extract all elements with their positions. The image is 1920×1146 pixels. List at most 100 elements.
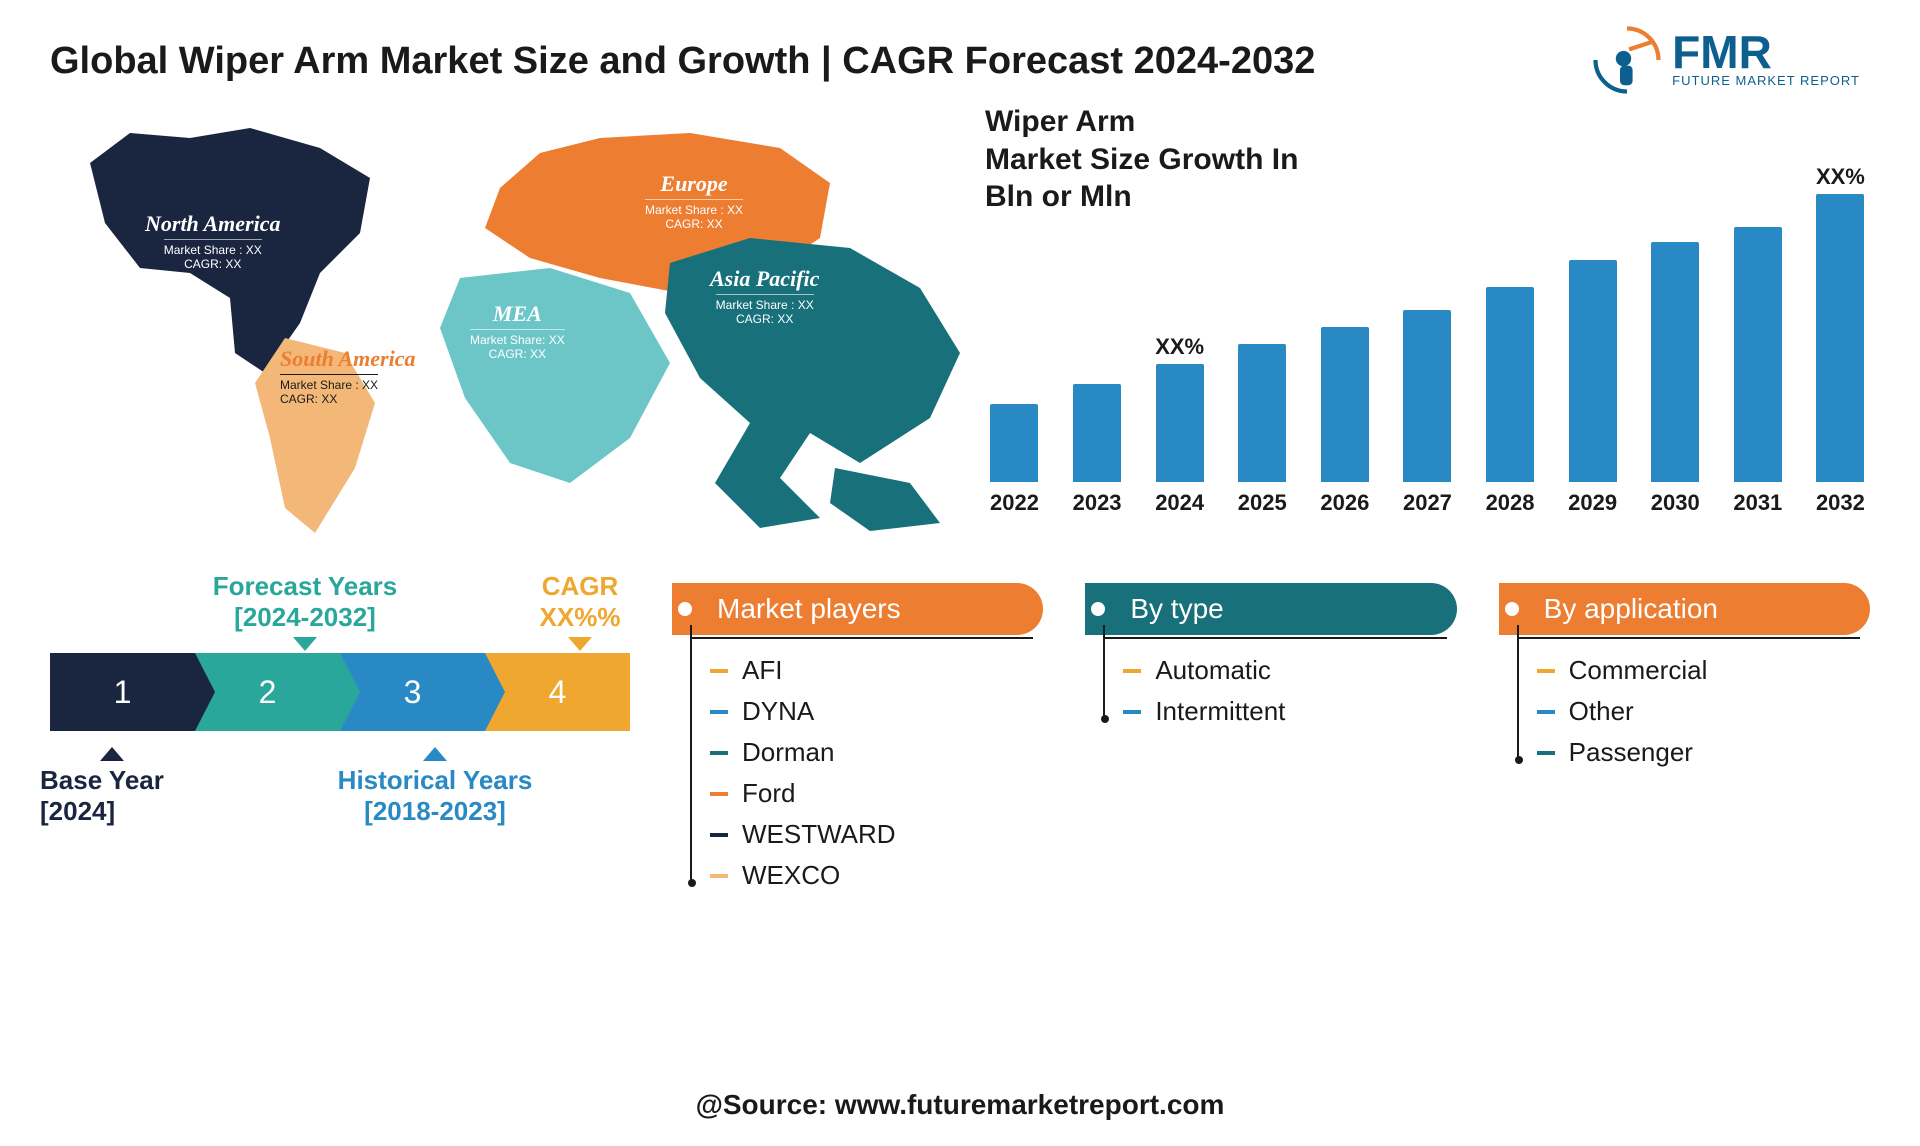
bar-label: 2032 [1816,490,1865,516]
list-item: WESTWARD [710,819,1043,850]
bar-label: 2022 [990,490,1039,516]
sa-label: South America [280,348,416,370]
list-item: Ford [710,778,1043,809]
tick-icon [710,751,728,755]
bar-annotation: XX% [1800,164,1880,190]
list-item: Dorman [710,737,1043,768]
bar-2031: 2031 [1733,227,1782,516]
bar-2022: 2022 [990,404,1039,516]
bar-2023: 2023 [1073,384,1122,516]
bar-2029: 2029 [1568,260,1617,516]
tick-icon [1537,751,1555,755]
list-item: Automatic [1123,655,1456,686]
hist-label: Historical Years [320,765,550,796]
bar-label: 2028 [1486,490,1535,516]
bar-label: 2024 [1155,490,1204,516]
bar-2027: 2027 [1403,310,1452,516]
infographic-root: Global Wiper Arm Market Size and Growth … [0,0,1920,1146]
list-item-label: Dorman [742,737,834,768]
ap-label: Asia Pacific [710,268,819,290]
region-mea [430,268,680,488]
list-item: Passenger [1537,737,1870,768]
bar [1403,310,1451,482]
timeline-seg-1: 1 [50,653,195,731]
bar-annotation: XX% [1140,334,1220,360]
forecast-years: [2024-2032] [200,602,410,633]
list-item-label: Intermittent [1155,696,1285,727]
list-item: AFI [710,655,1043,686]
bar [1651,242,1699,482]
bar [1073,384,1121,482]
by-application-pill: By application [1499,583,1870,635]
bar [1734,227,1782,482]
source-line: @Source: www.futuremarketreport.com [0,1089,1920,1121]
bar-2032: XX%2032 [1816,194,1865,516]
timeline: Forecast Years [2024-2032] CAGR XX%% 123… [50,583,630,731]
world-map: North America Market Share : XXCAGR: XX … [50,103,935,523]
tick-icon [710,833,728,837]
market-players-section: Market players AFI DYNA Dorman Ford WESTWARD… [670,583,1043,901]
bar [1486,287,1534,482]
na-label: North America [145,213,280,235]
bar-label: 2025 [1238,490,1287,516]
hist-years: [2018-2023] [320,796,550,827]
tick-icon [1537,669,1555,673]
bar [1816,194,1864,482]
list-item-label: WESTWARD [742,819,896,850]
bar-2028: 2028 [1486,287,1535,516]
bar-label: 2023 [1073,490,1122,516]
list-item-label: Automatic [1155,655,1271,686]
bar [1238,344,1286,482]
tick-icon [1537,710,1555,714]
bar [990,404,1038,482]
list-item: Other [1537,696,1870,727]
tick-icon [710,874,728,878]
list-item-label: Ford [742,778,795,809]
bar-2026: 2026 [1320,327,1369,516]
bar-label: 2026 [1320,490,1369,516]
bar-label: 2029 [1568,490,1617,516]
list-item-label: WEXCO [742,860,840,891]
tick-icon [710,710,728,714]
list-item-label: DYNA [742,696,814,727]
list-item: DYNA [710,696,1043,727]
timeline-seg-3: 3 [340,653,485,731]
tick-icon [710,669,728,673]
by-application-section: By application Commercial Other Passenger [1497,583,1870,778]
bar [1569,260,1617,482]
logo-icon [1592,25,1662,95]
base-year: [2024] [40,796,200,827]
bar [1321,327,1369,482]
logo-brand: FMR [1672,32,1860,73]
growth-bar-chart: Wiper Arm Market Size Growth In Bln or M… [965,103,1870,523]
list-item-label: Passenger [1569,737,1693,768]
timeline-seg-2: 2 [195,653,340,731]
tick-icon [710,792,728,796]
bar-label: 2031 [1733,490,1782,516]
timeline-seg-4: 4 [485,653,630,731]
bar-2030: 2030 [1651,242,1700,516]
eu-label: Europe [645,173,743,195]
base-label: Base Year [40,765,200,796]
cagr-label: CAGR [520,571,640,602]
list-item: Intermittent [1123,696,1456,727]
cagr-value: XX%% [520,602,640,633]
tick-icon [1123,669,1141,673]
by-type-pill: By type [1085,583,1456,635]
bar [1156,364,1204,482]
by-type-section: By type Automatic Intermittent [1083,583,1456,737]
bar-2024: XX%2024 [1155,364,1204,516]
forecast-label: Forecast Years [200,571,410,602]
chart-title: Wiper Arm Market Size Growth In Bln or M… [985,103,1870,216]
bar-label: 2027 [1403,490,1452,516]
brand-logo: FMR FUTURE MARKET REPORT [1592,25,1860,95]
mea-label: MEA [470,303,565,325]
list-item-label: Commercial [1569,655,1708,686]
logo-sub: FUTURE MARKET REPORT [1672,73,1860,88]
market-players-pill: Market players [672,583,1043,635]
bar-label: 2030 [1651,490,1700,516]
region-asia-pacific [660,233,980,533]
list-item: Commercial [1537,655,1870,686]
list-item-label: AFI [742,655,782,686]
list-item-label: Other [1569,696,1634,727]
